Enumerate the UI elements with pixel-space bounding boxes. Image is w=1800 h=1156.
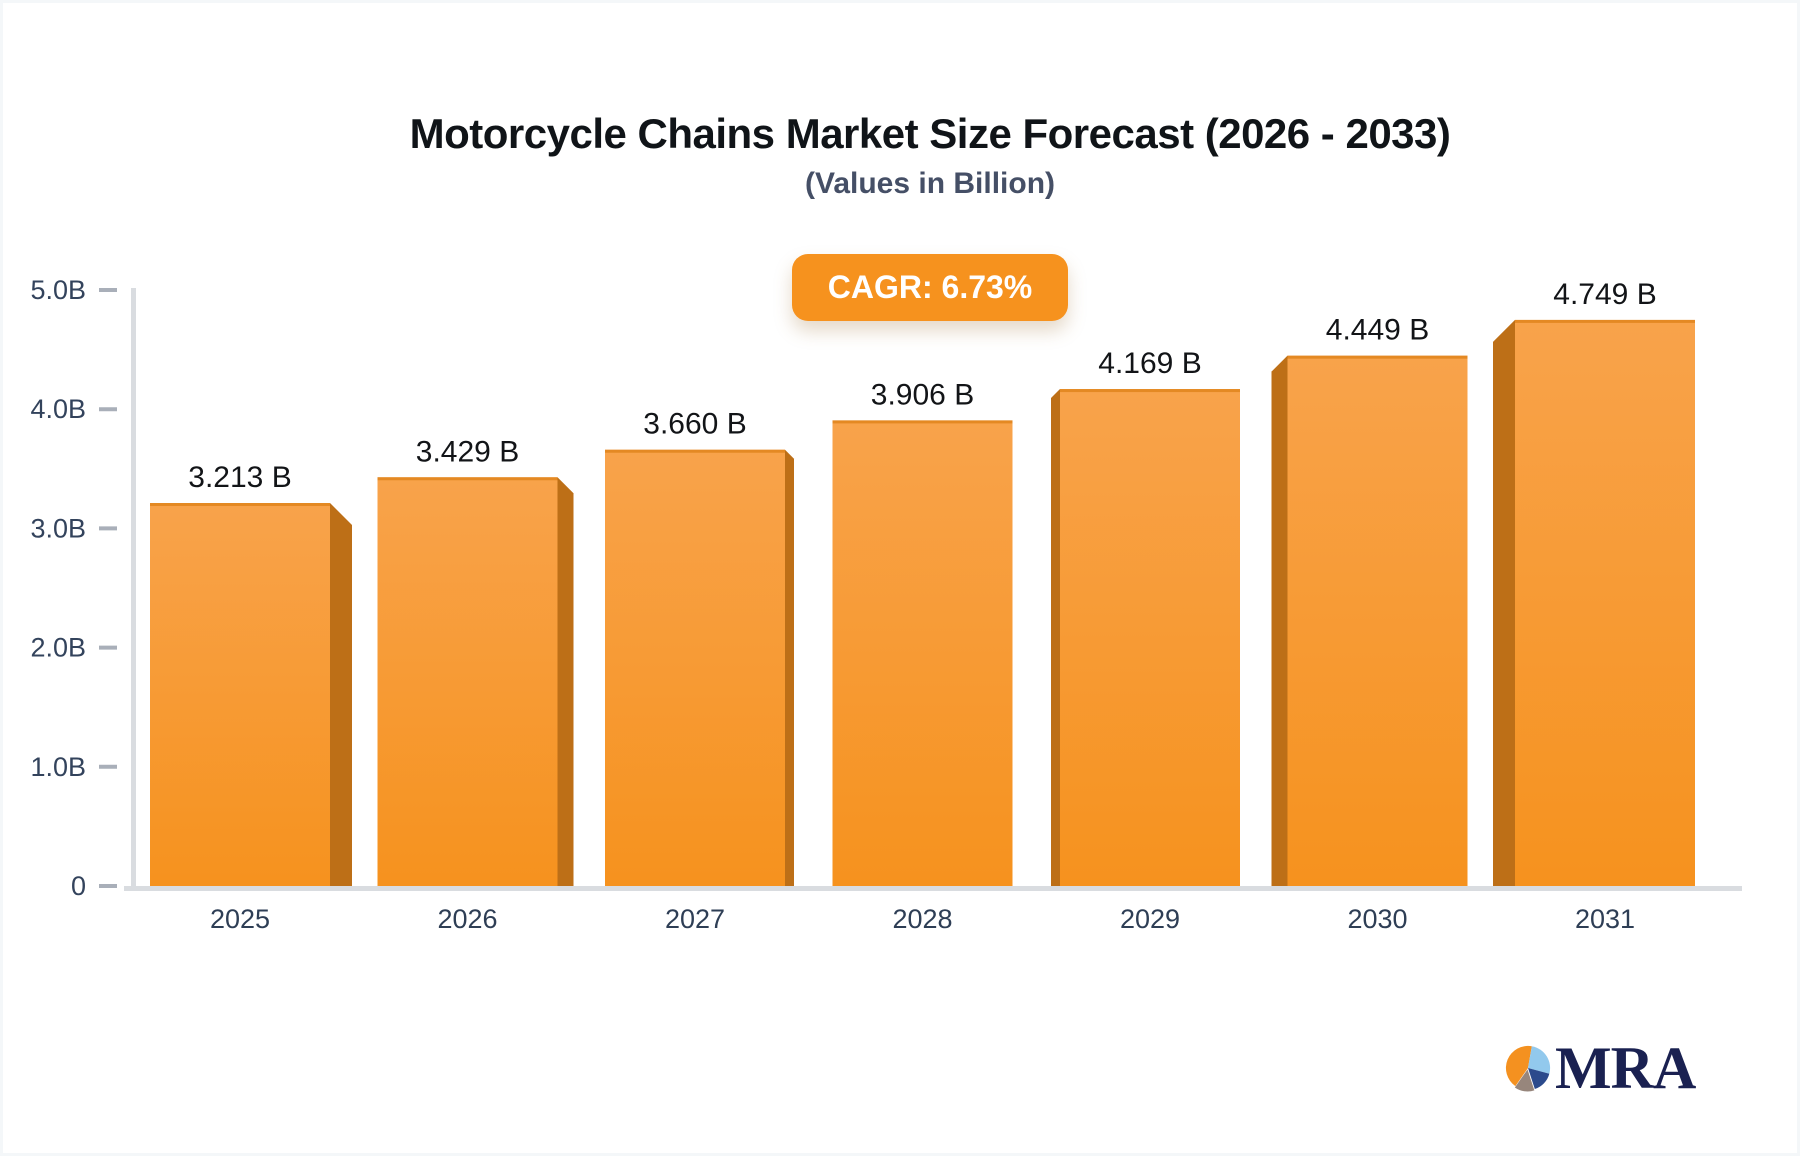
bar-2031: 4.749 B bbox=[1493, 278, 1695, 886]
y-axis-line bbox=[131, 288, 136, 890]
bar-top-edge bbox=[1060, 389, 1240, 393]
bar-side-face bbox=[1493, 319, 1515, 886]
mra-logo-text: MRA bbox=[1555, 1035, 1696, 1101]
logo-pie-taupe-slice bbox=[1514, 1069, 1535, 1092]
bar-value-label: 3.213 B bbox=[188, 461, 291, 494]
bar-front-face bbox=[1287, 355, 1468, 886]
x-tick-label: 2026 bbox=[437, 904, 497, 934]
x-axis-line bbox=[124, 886, 1742, 891]
bar-value-label: 3.429 B bbox=[416, 435, 519, 468]
bar-value-label: 3.906 B bbox=[871, 378, 974, 411]
bar-front-face bbox=[832, 420, 1013, 886]
bar-front-face bbox=[150, 503, 330, 886]
bar-side-face bbox=[785, 449, 794, 886]
bar-top-edge bbox=[150, 503, 330, 507]
y-tick-label: 3.0B bbox=[30, 513, 86, 543]
y-tick-label: 5.0B bbox=[30, 275, 86, 305]
y-tick-label: 2.0B bbox=[30, 633, 86, 663]
x-tick-label: 2025 bbox=[210, 904, 270, 934]
bar-top-edge bbox=[1515, 319, 1695, 323]
chart-title: Motorcycle Chains Market Size Forecast (… bbox=[409, 110, 1451, 157]
x-tick-label: 2028 bbox=[892, 904, 952, 934]
bar-value-label: 3.660 B bbox=[643, 408, 746, 441]
bar-side-face bbox=[557, 477, 574, 886]
chart-subtitle: (Values in Billion) bbox=[804, 167, 1056, 200]
mra-logo: MRA bbox=[1504, 1035, 1696, 1101]
bar-2030: 4.449 B bbox=[1271, 314, 1468, 886]
y-tick-label: 0 bbox=[71, 871, 86, 901]
bar-front-face bbox=[605, 449, 785, 886]
bar-2028: 3.906 B bbox=[832, 378, 1013, 886]
cagr-badge: CAGR: 6.73% bbox=[791, 254, 1069, 321]
x-tick-label: 2031 bbox=[1575, 904, 1635, 934]
bar-2025: 3.213 B bbox=[150, 461, 352, 886]
bar-side-face bbox=[1051, 389, 1060, 886]
y-tick-label: 1.0B bbox=[30, 752, 86, 782]
bar-top-edge bbox=[377, 477, 558, 481]
logo-pie-lightblue-slice bbox=[1528, 1046, 1551, 1074]
bar-top-edge bbox=[832, 420, 1013, 424]
x-tick-label: 2030 bbox=[1347, 904, 1407, 934]
bar-value-label: 4.749 B bbox=[1553, 278, 1656, 311]
logo-pie-orange-slice bbox=[1505, 1045, 1532, 1087]
bar-top-edge bbox=[1287, 355, 1468, 359]
bar-front-face bbox=[377, 477, 558, 886]
bar-side-face bbox=[1271, 355, 1288, 886]
bar-value-label: 4.449 B bbox=[1326, 314, 1429, 347]
bar-front-face bbox=[1060, 389, 1240, 886]
x-tick-label: 2029 bbox=[1120, 904, 1180, 934]
x-tick-label: 2027 bbox=[665, 904, 725, 934]
bar-value-label: 4.169 B bbox=[1098, 347, 1201, 380]
bar-2027: 3.660 B bbox=[605, 408, 794, 886]
bar-top-edge bbox=[605, 449, 785, 453]
bar-side-face bbox=[330, 503, 352, 886]
bar-2029: 4.169 B bbox=[1051, 347, 1240, 886]
logo-pie-navy-slice bbox=[1528, 1068, 1550, 1089]
chart-header: Motorcycle Chains Market Size Forecast (… bbox=[70, 110, 1790, 321]
cagr-badge-row: CAGR: 6.73% bbox=[70, 254, 1790, 321]
y-tick-label: 4.0B bbox=[30, 394, 86, 424]
bar-front-face bbox=[1515, 319, 1695, 886]
bar-2026: 3.429 B bbox=[377, 435, 574, 886]
mra-logo-pie-icon bbox=[1505, 1045, 1551, 1092]
